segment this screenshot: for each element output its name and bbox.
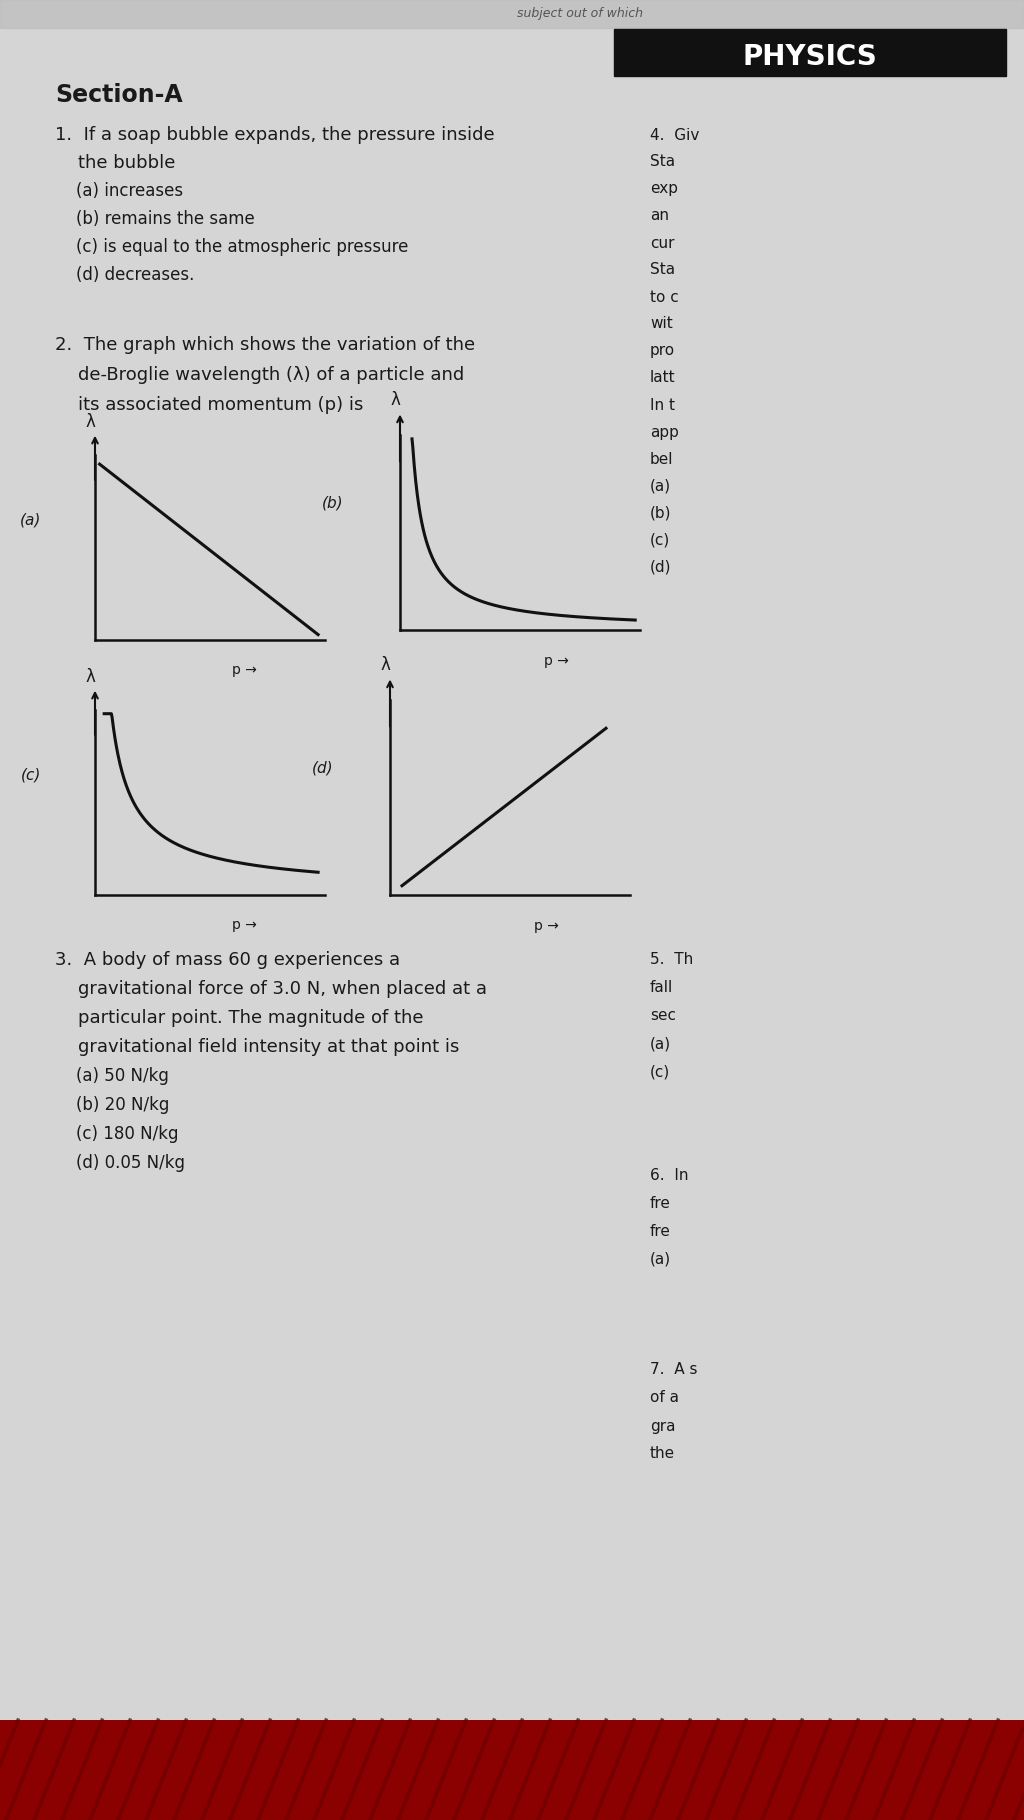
Text: (a) 50 N/kg: (a) 50 N/kg	[55, 1067, 169, 1085]
Text: (a): (a)	[650, 1252, 671, 1267]
Text: λ: λ	[390, 391, 400, 410]
Text: Section-A: Section-A	[55, 84, 182, 107]
Text: wit: wit	[650, 317, 673, 331]
Text: In t: In t	[650, 397, 675, 413]
Text: (c) 180 N/kg: (c) 180 N/kg	[55, 1125, 178, 1143]
Text: (c): (c)	[650, 533, 671, 548]
Text: exp: exp	[650, 182, 678, 197]
Text: Sta: Sta	[650, 262, 675, 277]
Text: (d): (d)	[312, 761, 334, 775]
Text: (b): (b)	[650, 506, 672, 521]
Text: p →: p →	[534, 919, 558, 934]
Text: to c: to c	[650, 289, 679, 304]
Text: the bubble: the bubble	[55, 155, 175, 173]
Text: 7.  A s: 7. A s	[650, 1363, 697, 1378]
Text: 2.  The graph which shows the variation of the: 2. The graph which shows the variation o…	[55, 337, 475, 355]
Text: Sta: Sta	[650, 155, 675, 169]
Text: (b): (b)	[322, 495, 344, 511]
Text: λ: λ	[380, 655, 390, 673]
Text: fre: fre	[650, 1223, 671, 1238]
Text: (d) decreases.: (d) decreases.	[55, 266, 195, 284]
Text: bel: bel	[650, 451, 674, 466]
Text: 4.  Giv: 4. Giv	[650, 127, 699, 142]
Text: app: app	[650, 424, 679, 439]
Text: p →: p →	[232, 917, 257, 932]
Text: its associated momentum (p) is: its associated momentum (p) is	[55, 397, 364, 413]
Text: cur: cur	[650, 235, 675, 251]
Text: p →: p →	[232, 662, 257, 677]
Text: λ: λ	[85, 413, 95, 431]
Text: 5.  Th: 5. Th	[650, 952, 693, 968]
Text: (a): (a)	[650, 479, 671, 493]
Text: fall: fall	[650, 981, 673, 996]
Text: fre: fre	[650, 1196, 671, 1210]
Text: PHYSICS: PHYSICS	[742, 44, 878, 71]
Text: (a): (a)	[650, 1037, 671, 1052]
Text: subject out of which: subject out of which	[517, 7, 643, 20]
Text: sec: sec	[650, 1008, 676, 1023]
Text: de-Broglie wavelength (λ) of a particle and: de-Broglie wavelength (λ) of a particle …	[55, 366, 464, 384]
Text: the: the	[650, 1447, 675, 1461]
Text: of a: of a	[650, 1390, 679, 1405]
Text: 3.  A body of mass 60 g experiences a: 3. A body of mass 60 g experiences a	[55, 952, 400, 968]
Text: (c): (c)	[20, 768, 41, 783]
Text: 1.  If a soap bubble expands, the pressure inside: 1. If a soap bubble expands, the pressur…	[55, 126, 495, 144]
Text: (a): (a)	[19, 511, 41, 528]
Text: λ: λ	[85, 668, 95, 686]
Bar	[0, 0, 1024, 27]
Text: pro: pro	[650, 344, 675, 359]
Text: (d): (d)	[650, 559, 672, 575]
Text: (c) is equal to the atmospheric pressure: (c) is equal to the atmospheric pressure	[55, 238, 409, 257]
Text: gra: gra	[650, 1418, 676, 1434]
Text: gravitational force of 3.0 N, when placed at a: gravitational force of 3.0 N, when place…	[55, 979, 487, 997]
Text: (c): (c)	[650, 1065, 671, 1079]
FancyBboxPatch shape	[0, 1720, 1024, 1820]
Text: gravitational field intensity at that point is: gravitational field intensity at that po…	[55, 1037, 460, 1056]
Text: (b) 20 N/kg: (b) 20 N/kg	[55, 1096, 169, 1114]
Text: latt: latt	[650, 371, 676, 386]
Text: (b) remains the same: (b) remains the same	[55, 209, 255, 228]
Text: (a) increases: (a) increases	[55, 182, 183, 200]
Text: (d) 0.05 N/kg: (d) 0.05 N/kg	[55, 1154, 185, 1172]
Text: particular point. The magnitude of the: particular point. The magnitude of the	[55, 1008, 424, 1026]
FancyBboxPatch shape	[614, 29, 1006, 76]
Text: an: an	[650, 209, 669, 224]
Text: p →: p →	[544, 653, 568, 668]
Text: 6.  In: 6. In	[650, 1167, 688, 1183]
